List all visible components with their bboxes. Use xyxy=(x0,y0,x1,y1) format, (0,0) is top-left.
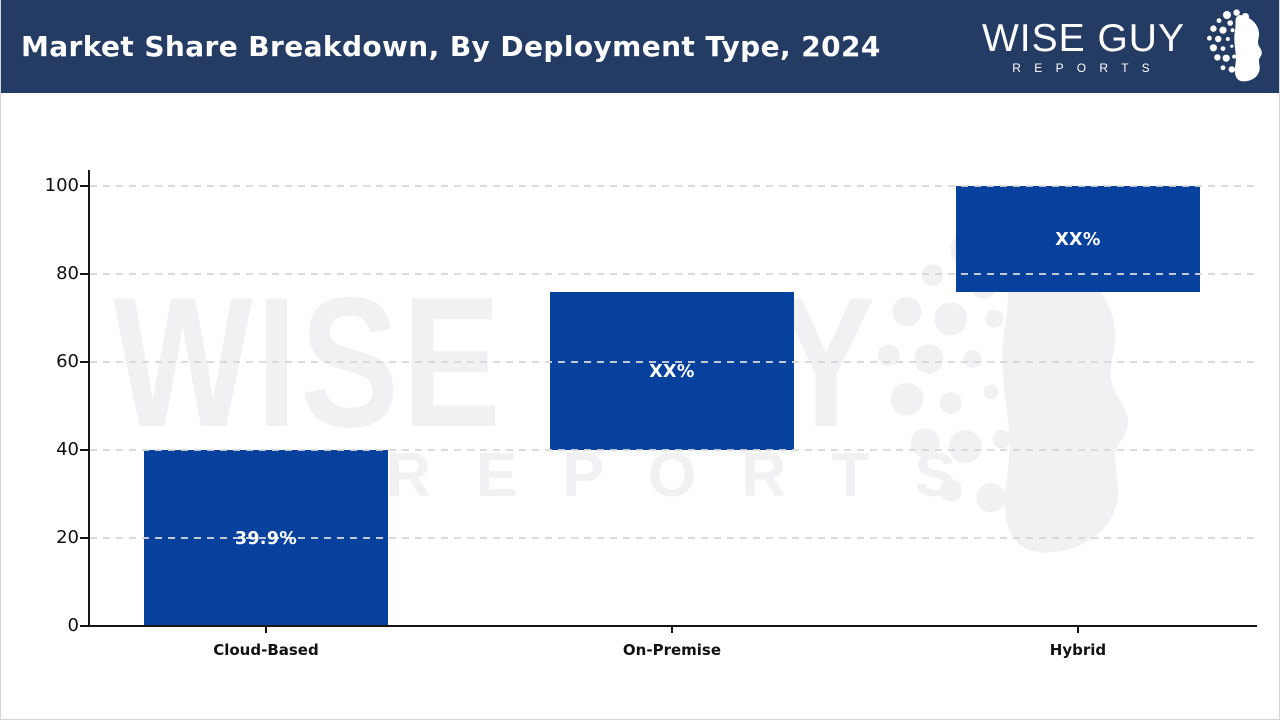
gridline-100 xyxy=(90,184,1257,187)
x-category-label: Hybrid xyxy=(1049,641,1107,659)
x-axis-tick xyxy=(264,626,267,633)
y-axis-tick xyxy=(80,536,88,539)
y-tick-label: 60 xyxy=(56,350,79,372)
y-tick-label: 80 xyxy=(56,262,79,284)
plot-area: 39.9% XX% XX% xyxy=(80,170,1257,633)
y-tick-label: 20 xyxy=(56,526,79,548)
y-axis-tick xyxy=(80,625,88,627)
y-axis-tick xyxy=(80,272,88,275)
gridline-60 xyxy=(90,360,1257,363)
x-category-label: On-Premise xyxy=(622,641,722,659)
y-tick-label: 0 xyxy=(67,615,79,636)
y-axis-tick xyxy=(80,360,88,363)
x-axis xyxy=(90,624,1257,627)
logo-wordmark-line1: WISE GUY xyxy=(981,17,1185,60)
logo-wordmark-line2: R E P O R T S xyxy=(1012,61,1155,75)
bar-value-label: 39.9% xyxy=(234,529,298,550)
header: Market Share Breakdown, By Deployment Ty… xyxy=(1,0,1279,93)
y-tick-label: 100 xyxy=(44,174,79,196)
x-category-label: Cloud-Based xyxy=(213,641,319,659)
wiseguy-logo: WISE GUY R E P O R T S xyxy=(982,6,1267,88)
gridline-80 xyxy=(90,272,1257,275)
y-axis xyxy=(87,170,90,627)
wiseguy-head-icon xyxy=(1207,8,1262,81)
chart-title: Market Share Breakdown, By Deployment Ty… xyxy=(21,30,881,63)
y-tick-label: 40 xyxy=(56,438,79,460)
x-axis-tick xyxy=(670,626,673,633)
gridline-20 xyxy=(90,536,1257,539)
bar-value-label: XX% xyxy=(1055,229,1101,250)
logo-wordmark: WISE GUY R E P O R T S xyxy=(982,19,1185,74)
gridline-40 xyxy=(90,448,1257,451)
chart-area: WISE GUY R E P O R T S 39.9% XX% XX% 0 20 40… xyxy=(1,93,1279,719)
bar-on-premise xyxy=(549,291,794,451)
y-axis-tick xyxy=(80,448,88,451)
bar-value-label: XX% xyxy=(649,362,695,383)
y-axis-tick xyxy=(80,184,88,187)
x-axis-tick xyxy=(1076,626,1079,633)
